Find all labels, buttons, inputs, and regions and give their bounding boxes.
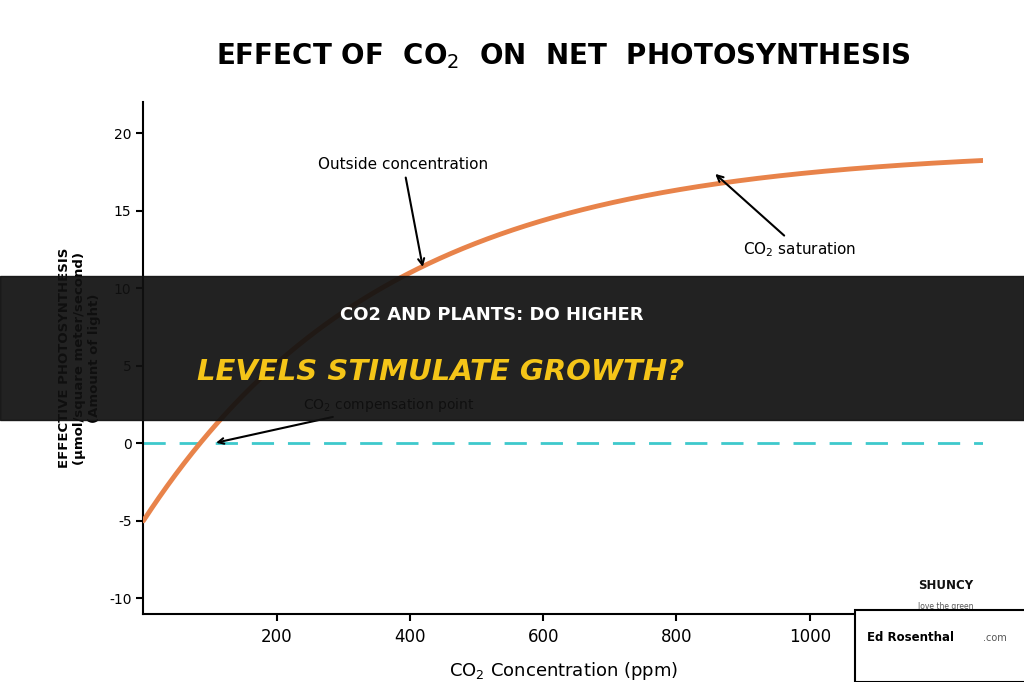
Text: LEVELS STIMULATE GROWTH?: LEVELS STIMULATE GROWTH? <box>197 359 684 387</box>
Text: Ed Rosenthal: Ed Rosenthal <box>867 631 954 644</box>
X-axis label: CO$_2$ Concentration (ppm): CO$_2$ Concentration (ppm) <box>449 659 678 681</box>
Text: .com: .com <box>983 633 1007 642</box>
Text: love the green: love the green <box>918 602 973 610</box>
Text: SHUNCY: SHUNCY <box>918 580 973 593</box>
Text: Outside concentration: Outside concentration <box>318 157 488 265</box>
Text: EFFECT OF  CO$_2$  ON  NET  PHOTOSYNTHESIS: EFFECT OF CO$_2$ ON NET PHOTOSYNTHESIS <box>216 41 910 71</box>
Text: CO$_2$ saturation: CO$_2$ saturation <box>717 175 856 259</box>
Text: CO2 AND PLANTS: DO HIGHER: CO2 AND PLANTS: DO HIGHER <box>340 306 643 324</box>
Y-axis label: EFFECTIVE PHOTOSYNTHESIS
(μmol/square meter/second)
(Amount of light): EFFECTIVE PHOTOSYNTHESIS (μmol/square me… <box>57 248 100 469</box>
Text: CO$_2$ compensation point: CO$_2$ compensation point <box>218 396 474 444</box>
